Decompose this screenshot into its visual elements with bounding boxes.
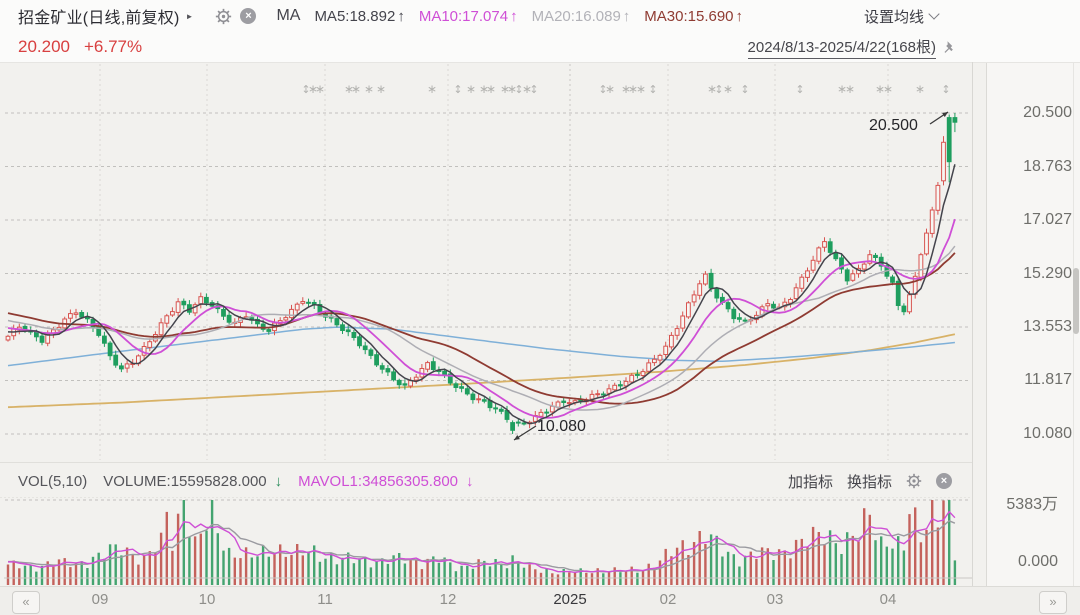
gear-icon[interactable] (215, 8, 232, 25)
month-label: 02 (659, 591, 677, 608)
svg-text:∗: ∗ (376, 82, 386, 96)
svg-text:∗: ∗ (837, 82, 847, 96)
ma20-up-arrow-icon: ↑ (622, 7, 631, 25)
svg-text:↕: ↕ (941, 83, 950, 96)
price-axis-panel (986, 62, 1080, 586)
mavol1-down-arrow-icon: ↓ (466, 472, 474, 490)
change-percent: +6.77% (84, 37, 143, 56)
price-axis-label: 17.027 (1023, 210, 1072, 228)
volume-down-arrow-icon: ↓ (274, 472, 283, 490)
pin-icon[interactable] (943, 40, 958, 55)
event-markers: ↕∗∗ ∗∗ ∗ ∗ ∗ ↕ ∗ ∗∗ ∗∗↕∗↕ ↕∗ ∗∗∗ ↕ ∗↕ ∗ ↕ ↕ ∗∗ ∗∗ ∗ ↕ (301, 82, 950, 96)
high-annotation: 20.500 (869, 117, 918, 134)
svg-text:∗: ∗ (466, 82, 476, 96)
svg-text:↕: ↕ (648, 83, 657, 96)
price-axis-label: 11.817 (1024, 371, 1072, 389)
ma10-legend: MA10:17.074 ↑ (419, 8, 518, 25)
svg-text:∗: ∗ (621, 82, 631, 96)
ma-group-label: MA (276, 7, 301, 24)
svg-text:↕: ↕ (301, 83, 310, 96)
month-labels-row: 09 10 11 12 2025 02 03 04 (0, 586, 1080, 615)
svg-text:↕: ↕ (740, 83, 749, 96)
month-label: 2025 (553, 591, 587, 608)
svg-text:∗: ∗ (723, 82, 733, 96)
svg-text:∗: ∗ (707, 82, 717, 96)
scrollbar-thumb[interactable] (1073, 268, 1079, 334)
svg-text:∗: ∗ (351, 82, 361, 96)
price-axis-label: 15.290 (1023, 264, 1072, 282)
volume-toolbar: VOL(5,10) VOLUME:15595828.000 ↓ MAVOL1:3… (0, 464, 972, 498)
svg-text:∗: ∗ (427, 82, 437, 96)
ma20-legend: MA20:16.089 ↑ (532, 8, 631, 25)
ma30-up-arrow-icon: ↑ (735, 7, 744, 25)
svg-text:∗: ∗ (883, 82, 893, 96)
time-axis-bar (0, 586, 1080, 615)
month-label: 11 (317, 591, 333, 608)
volume-bars (6, 500, 957, 585)
svg-text:∗: ∗ (364, 82, 374, 96)
month-label: 04 (879, 591, 897, 608)
ma10-value: MA10:17.074 (418, 7, 509, 25)
svg-text:↕: ↕ (795, 83, 804, 96)
ma30-legend: MA30:15.690 ↑ (644, 8, 743, 25)
volume-min-label: 0.000 (1017, 553, 1058, 570)
chart-background (0, 62, 986, 586)
vol-indicator-label[interactable]: VOL(5,10) (18, 472, 88, 490)
price-axis-label: 10.080 (1023, 425, 1072, 442)
svg-text:∗: ∗ (315, 82, 325, 96)
ma5-legend: MA5:18.892 ↑ (314, 8, 404, 25)
svg-text:↕: ↕ (453, 83, 462, 96)
svg-text:∗: ∗ (875, 82, 885, 96)
month-label: 10 (198, 591, 216, 608)
ma5-value: MA5:18.892 (314, 7, 396, 25)
svg-text:∗: ∗ (636, 82, 646, 96)
add-indicator-button[interactable]: 加指标 (787, 473, 833, 491)
ma20-value: MA20:16.089 (531, 7, 621, 25)
ma30-value: MA30:15.690 (644, 7, 734, 25)
ma10-up-arrow-icon: ↑ (510, 7, 518, 25)
instrument-title[interactable]: 招金矿业(日线,前复权) (18, 10, 180, 27)
month-label: 03 (766, 591, 784, 608)
month-label: 12 (439, 591, 457, 608)
svg-text:↕: ↕ (529, 83, 538, 96)
svg-text:∗: ∗ (628, 82, 638, 96)
svg-text:↕: ↕ (714, 83, 723, 96)
visible-date-range[interactable]: 2024/8/13-2025/4/22(168根) (747, 36, 936, 59)
low-annotation: 10.080 (537, 418, 586, 435)
svg-text:∗: ∗ (845, 82, 855, 96)
last-price: 20.200 (18, 37, 70, 56)
volume-gear-icon[interactable] (906, 473, 922, 489)
svg-text:∗: ∗ (308, 82, 318, 96)
svg-text:∗: ∗ (605, 82, 615, 96)
svg-text:↕: ↕ (598, 83, 607, 96)
mavol1-value: MAVOL1:34856305.800 (298, 472, 458, 490)
svg-text:∗: ∗ (507, 82, 517, 96)
svg-text:∗: ∗ (479, 82, 489, 96)
svg-text:∗: ∗ (344, 82, 354, 96)
svg-text:∗: ∗ (915, 82, 925, 96)
title-dropdown-icon[interactable]: ► (185, 11, 194, 21)
price-axis-label: 13.553 (1023, 318, 1072, 335)
scroll-left-button[interactable]: « (12, 591, 40, 614)
switch-indicator-button[interactable]: 换指标 (846, 473, 892, 491)
month-label: 09 (91, 591, 109, 608)
price-axis: 20.500 18.763 17.027 15.290 13.553 11.817 10.0… (986, 62, 1080, 462)
quote-row: 20.200 +6.77% 2024/8/13-2025/4/22(168根) (0, 32, 1080, 62)
price-axis-label: 20.500 (1023, 104, 1072, 121)
svg-text:∗: ∗ (500, 82, 510, 96)
main-toolbar: 招金矿业(日线,前复权) ► × MA MA5:18.892 ↑ MA10:17… (0, 0, 1080, 32)
svg-text:∗: ∗ (522, 82, 532, 96)
price-axis-label: 18.763 (1023, 157, 1072, 175)
svg-text:↕: ↕ (514, 83, 523, 96)
svg-text:∗: ∗ (486, 82, 496, 96)
close-indicator-icon[interactable]: × (240, 8, 257, 24)
volume-value: VOLUME:15595828.000 (103, 472, 267, 490)
scroll-right-button[interactable]: » (1039, 591, 1067, 614)
volume-max-label: 5383万 (1006, 496, 1058, 513)
ma5-up-arrow-icon: ↑ (397, 7, 405, 25)
volume-close-icon[interactable]: × (936, 473, 952, 489)
ma-settings-button[interactable]: 设置均线 (864, 6, 940, 27)
